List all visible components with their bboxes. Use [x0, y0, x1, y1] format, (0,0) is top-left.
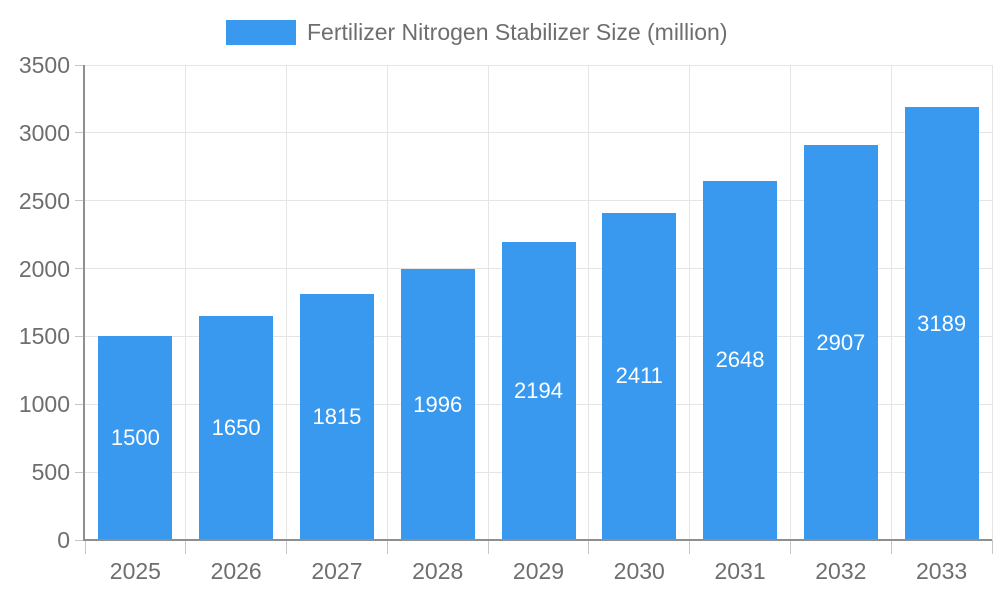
- bar-2031[interactable]: 2648: [703, 180, 778, 540]
- x-axis-tick: [588, 540, 590, 554]
- bar-value-label: 1500: [110, 425, 160, 451]
- bar-2028[interactable]: 1996: [400, 269, 475, 540]
- y-axis-label: 3500: [18, 52, 70, 78]
- bar-value-label: 2194: [514, 378, 563, 404]
- x-axis-label: 2028: [412, 558, 464, 584]
- legend-label: Fertilizer Nitrogen Stabilizer Size (mil…: [307, 18, 728, 45]
- y-axis-label: 0: [57, 527, 70, 553]
- bar-value-label: 1650: [211, 415, 261, 441]
- bar-2027[interactable]: 1815: [299, 293, 374, 540]
- y-axis-tick: [75, 335, 85, 337]
- bar-2026[interactable]: 1650: [199, 316, 274, 540]
- gridline-horizontal: [85, 64, 992, 66]
- bar-2029[interactable]: 2194: [501, 242, 576, 540]
- gridline-horizontal: [85, 132, 992, 134]
- legend-swatch[interactable]: [226, 19, 296, 45]
- gridline-vertical: [789, 65, 791, 540]
- gridline-vertical: [286, 65, 288, 540]
- gridline-vertical: [185, 65, 187, 540]
- y-axis-line: [83, 65, 85, 540]
- gridline-horizontal: [85, 200, 992, 202]
- x-axis-label: 2025: [109, 558, 161, 584]
- x-axis-tick: [689, 540, 691, 554]
- gridline-vertical: [487, 65, 489, 540]
- y-axis-label: 1000: [18, 391, 70, 418]
- gridline-vertical: [689, 65, 691, 540]
- bar-value-label: 1996: [413, 391, 463, 417]
- y-axis-label: 2500: [18, 187, 70, 214]
- y-axis-tick: [75, 403, 85, 405]
- x-axis-label: 2031: [714, 558, 766, 584]
- y-axis-label: 3000: [18, 119, 70, 146]
- y-axis-tick: [75, 200, 85, 202]
- bar-2032[interactable]: 2907: [803, 145, 878, 540]
- gridline-vertical: [890, 65, 892, 540]
- y-axis-tick: [75, 539, 85, 541]
- plot-area: 0 500 1000 1500 2000 2500 3000 3500 2025 2026 2027…: [19, 52, 993, 584]
- y-axis-label: 500: [31, 459, 70, 486]
- x-axis-tick: [487, 540, 489, 554]
- bar-value-label: 2411: [615, 363, 663, 389]
- bar-value-label: 2648: [715, 347, 765, 373]
- y-axis-tick: [75, 64, 85, 66]
- x-axis-label: 2030: [613, 558, 665, 584]
- x-axis-tick: [991, 540, 993, 554]
- gridline-vertical: [386, 65, 388, 540]
- y-axis-label: 1500: [18, 323, 70, 350]
- y-axis-label: 2000: [18, 255, 70, 282]
- gridline-vertical: [991, 65, 993, 540]
- bar-value-label: 3189: [917, 310, 967, 336]
- bar-value-label: 2907: [816, 329, 866, 355]
- x-axis-label: 2032: [815, 558, 867, 584]
- x-axis-label: 2027: [311, 558, 363, 584]
- bar-value-label: 1815: [312, 403, 362, 429]
- y-axis-tick: [75, 268, 85, 270]
- bar-2025[interactable]: 1500: [98, 336, 173, 540]
- x-axis-label: 2033: [916, 558, 968, 584]
- x-axis-tick: [890, 540, 892, 554]
- x-axis-tick: [386, 540, 388, 554]
- gridline-vertical: [588, 65, 590, 540]
- y-axis-tick: [75, 471, 85, 473]
- bar-2033[interactable]: 3189: [904, 107, 979, 540]
- x-axis-label: 2026: [210, 558, 262, 584]
- legend[interactable]: Fertilizer Nitrogen Stabilizer Size (mil…: [226, 18, 728, 46]
- x-axis-tick: [84, 540, 86, 554]
- x-axis-tick: [789, 540, 791, 554]
- x-axis-label: 2029: [512, 558, 565, 584]
- x-axis-tick: [286, 540, 288, 554]
- x-axis-line: [83, 539, 992, 541]
- x-axis-tick: [185, 540, 187, 554]
- y-axis-tick: [75, 132, 85, 134]
- bar-2030[interactable]: 2411: [602, 212, 677, 540]
